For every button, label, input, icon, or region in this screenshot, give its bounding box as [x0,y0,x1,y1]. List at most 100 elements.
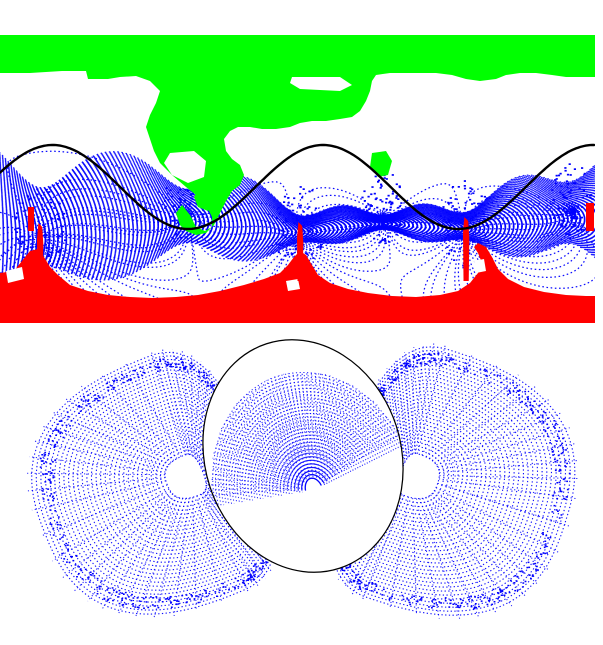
pole-density-dot [195,211,198,214]
pole-density-dot [64,239,67,242]
pole-density-dot [552,199,555,202]
lobe-rim-dot [534,562,537,565]
lobe-rim-dot [531,409,533,412]
planet-disk-outline [202,339,404,573]
lobe-rim-dot [552,495,555,497]
lobe-rim-dot [418,355,420,357]
field-line [0,203,595,228]
lobe-rim-dot [51,440,54,442]
lobe-rim-dot [205,590,207,592]
pole-density-dot [48,191,51,193]
lobe-rim-dot [555,422,557,425]
lobe-rim-dot [177,363,180,365]
lobe-strand [343,493,402,588]
pole-density-dot [365,213,368,216]
pole-density-dot [57,237,60,239]
lobe-rim-dot [150,596,152,598]
pole-density-dot [456,210,459,213]
northern-bay-east [404,135,500,149]
lobe-rim-dot [411,366,414,368]
pole-density-dot [450,201,453,204]
lobe-rim-dot [250,579,252,581]
sphere-field-line [212,489,307,497]
lobe-rim-dot [87,403,90,405]
pole-density-dot [582,189,585,192]
lobe-rim-dot [251,576,254,578]
lobe-rim-dot [112,388,115,390]
lobe-rim-dot [54,459,57,462]
pole-density-dot [366,219,369,222]
field-line [0,227,595,273]
lobe-rim-dot [79,568,82,570]
lobe-rim-dot [246,579,249,581]
pole-density-dot [18,240,21,242]
lobe-contour [72,383,255,579]
lobe-rim-dot [531,412,534,415]
sphere-field-line [278,374,312,480]
lobe-rim-dot [199,593,202,596]
lobe-rim-dot [543,429,545,431]
hot-spike [36,223,44,281]
field-line [0,160,595,219]
lobe-rim-dot [565,466,567,468]
lobe-contour [31,351,277,615]
pole-density-dot [395,195,398,197]
field-line [0,182,595,223]
lobe-rim-dot [247,579,250,581]
pole-density-dot [28,198,31,201]
sphere-arc [220,381,397,506]
lobe-rim-dot [173,599,176,601]
lobe-rim-dot [103,597,106,600]
sphere-field-line [316,390,362,482]
pole-density-dot [312,257,315,259]
lobe-rim-dot [554,424,557,426]
pole-density-dot [309,229,312,231]
lobe-rim-dot [249,576,252,578]
lobe-strand [173,498,190,616]
lobe-rim-dot [49,509,52,511]
pole-density-dot [56,213,59,216]
pole-density-dot [283,195,287,198]
lobe-rim-dot [166,361,169,364]
field-line [0,225,595,257]
lobe-rim-dot [349,566,352,568]
pole-density-dot [446,246,449,248]
lobe-rim-dot [431,600,433,602]
lobe-rim-dot [444,597,447,599]
lobe-rim-dot [552,454,554,456]
lobe-rim-dot [257,575,260,577]
lobe-rim-dot [42,473,45,476]
lobe-rim-dot [54,443,57,446]
field-line [0,226,595,266]
sphere-arc [261,428,361,499]
lobe-rim-dot [255,566,258,568]
lobe-rim-dot [559,469,562,472]
pole-density-dot [56,218,60,220]
pole-density-dot [291,203,294,206]
lobe-rim-dot [406,598,409,600]
pole-density-dot [572,223,575,226]
pole-density-dot [361,196,364,199]
lobe-rim-dot [67,544,69,546]
lobe-rim-dot [192,364,195,367]
lobe-rim-dot [347,566,350,569]
lobe-rim-dot [205,592,207,594]
pole-density-dot [395,233,398,236]
lobe-rim-dot [83,395,85,398]
pole-density-dot [180,236,183,239]
pole-density-dot [319,245,322,247]
pole-density-dot [565,211,568,214]
field-line [0,183,595,224]
pole-density-dot [555,174,558,177]
lobe-rim-dot [178,368,181,371]
pole-density-dot [317,246,320,248]
lobe-rim-dot [175,363,177,366]
lobe-rim-dot [355,576,357,578]
pole-density-dot [306,253,309,256]
lobe-rim-dot [210,386,213,388]
pole-density-dot [290,253,293,256]
lobe-rim-dot [407,599,410,601]
lobe-rim-dot [468,364,471,367]
pole-density-dot [367,195,370,198]
land-mass-north [0,35,595,235]
